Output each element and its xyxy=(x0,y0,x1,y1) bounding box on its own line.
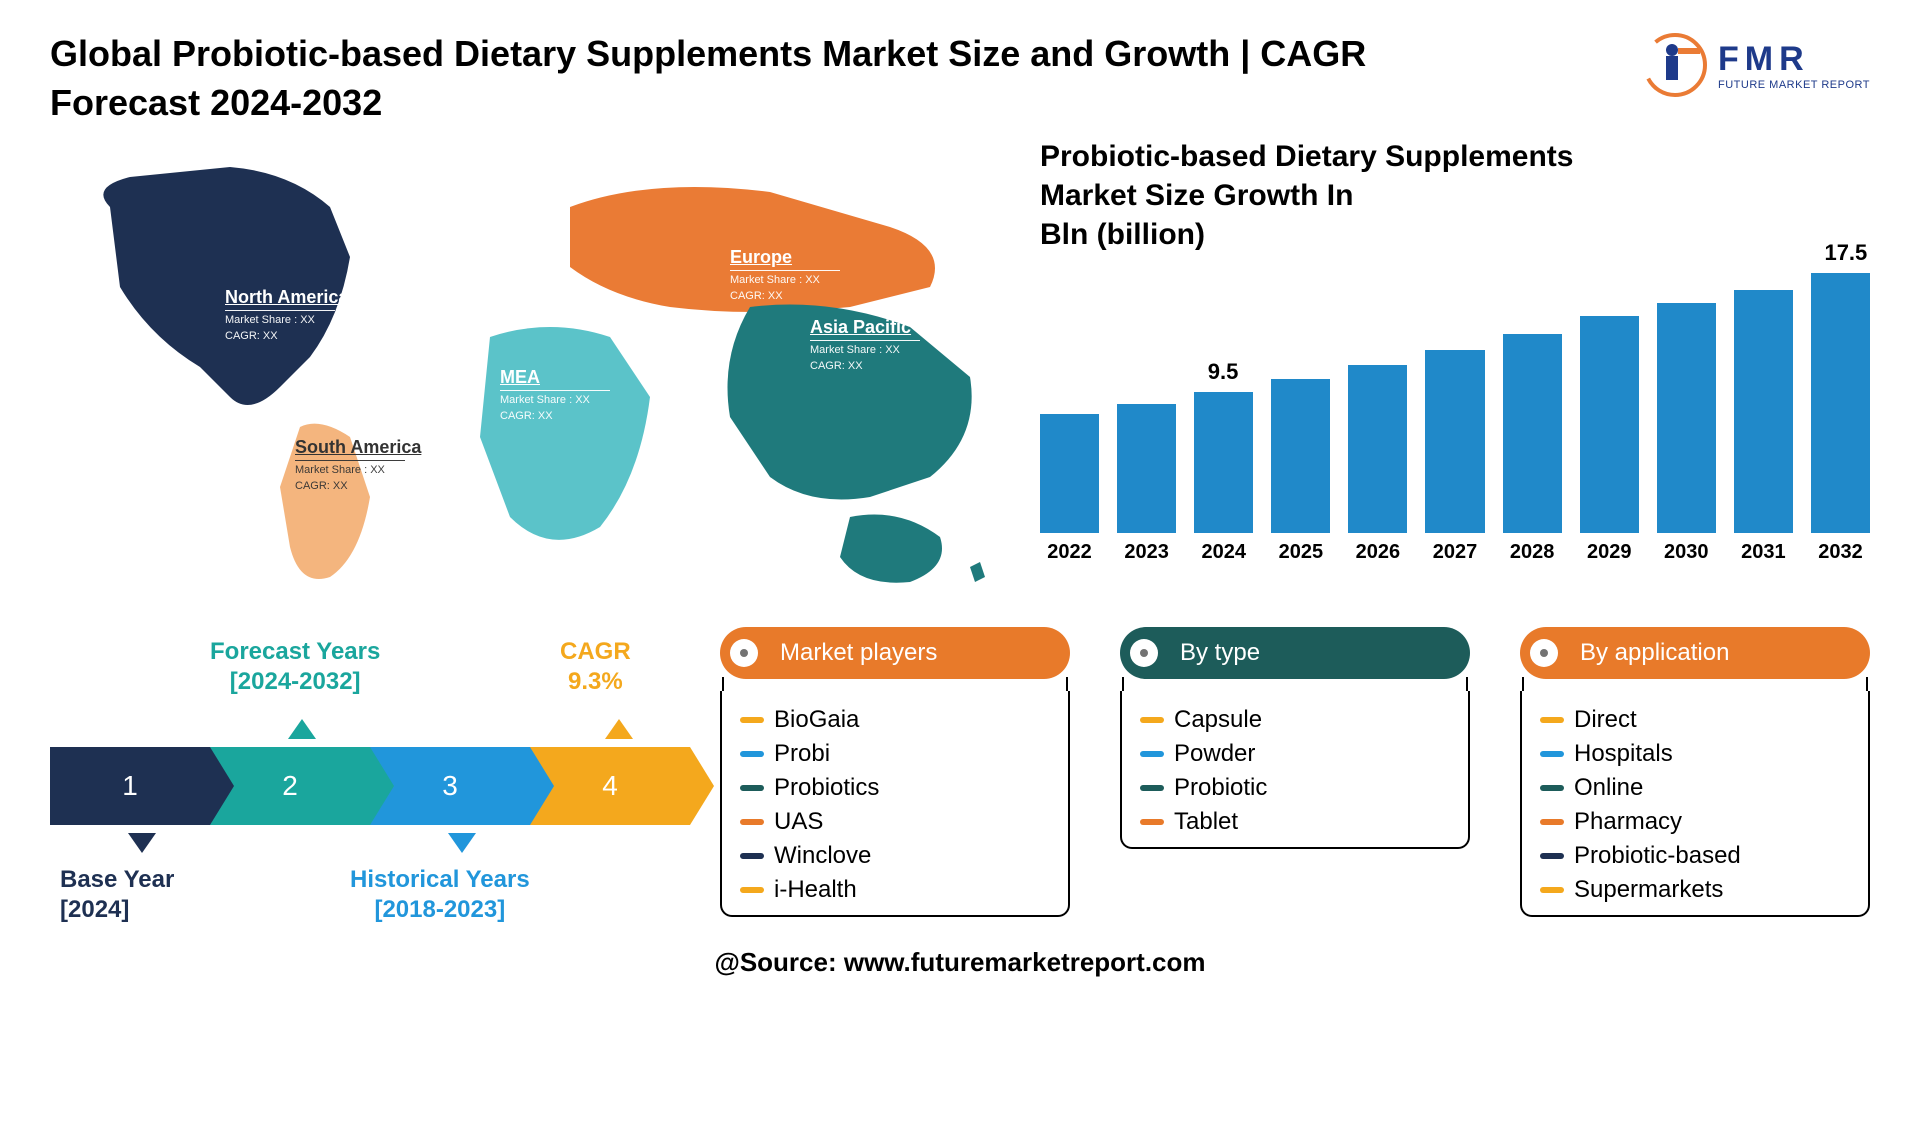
category-item: BioGaia xyxy=(740,703,1050,737)
category-item: Winclove xyxy=(740,839,1050,873)
bar-column: 2025 xyxy=(1271,379,1330,565)
category-item: Powder xyxy=(1140,737,1450,771)
category-bracket: CapsulePowderProbioticTablet xyxy=(1120,691,1470,849)
bar-rect xyxy=(1734,290,1793,534)
category-item: Hospitals xyxy=(1540,737,1850,771)
bar-column: 2032 xyxy=(1811,273,1870,564)
bar-rect xyxy=(1040,414,1099,533)
bar-year-label: 2024 xyxy=(1201,541,1246,564)
bar-year-label: 2028 xyxy=(1510,541,1555,564)
category-pill: Market players xyxy=(720,627,1070,679)
bar-year-label: 2025 xyxy=(1279,541,1324,564)
bar-value-label: 9.5 xyxy=(1208,359,1239,385)
map-region-label: North America Market Share : XXCAGR: XX xyxy=(225,287,348,344)
category-bracket: BioGaiaProbiProbioticsUASWinclovei-Healt… xyxy=(720,691,1070,917)
triangle-up-icon xyxy=(288,719,316,739)
bar-rect xyxy=(1811,273,1870,533)
category-item: Direct xyxy=(1540,703,1850,737)
page-title: Global Probiotic-based Dietary Supplemen… xyxy=(50,30,1450,127)
bar-chart: 2022 2023 2024 2025 2026 2027 2028 2029 … xyxy=(1040,264,1870,564)
category-item: Capsule xyxy=(1140,703,1450,737)
fmr-logo: FMR FUTURE MARKET REPORT xyxy=(1640,30,1870,100)
category-pill: By type xyxy=(1120,627,1470,679)
bar-year-label: 2027 xyxy=(1433,541,1478,564)
historical-years-label: Historical Years [2018-2023] xyxy=(350,865,530,925)
bar-column: 2026 xyxy=(1348,365,1407,564)
triangle-down-icon xyxy=(128,833,156,853)
bar-year-label: 2029 xyxy=(1587,541,1632,564)
map-region-label: South America Market Share : XXCAGR: XX xyxy=(295,437,421,494)
forecast-years-label: Forecast Years [2024-2032] xyxy=(210,637,380,697)
category-column: By application DirectHospitalsOnlinePhar… xyxy=(1520,627,1870,917)
triangle-up-icon xyxy=(605,719,633,739)
map-region-label: Asia Pacific Market Share : XXCAGR: XX xyxy=(810,317,920,374)
bar-rect xyxy=(1580,316,1639,533)
timeline-segment: 2 xyxy=(210,747,370,825)
bar-year-label: 2022 xyxy=(1047,541,1092,564)
bar-year-label: 2023 xyxy=(1124,541,1169,564)
chart-title: Probiotic-based Dietary Supplements Mark… xyxy=(1040,137,1870,254)
timeline-segment: 4 xyxy=(530,747,690,825)
timeline-infographic: Forecast Years [2024-2032] CAGR 9.3% 123… xyxy=(50,627,690,917)
triangle-down-icon xyxy=(448,833,476,853)
bar-column: 2028 xyxy=(1503,334,1562,564)
bar-column: 2031 xyxy=(1734,290,1793,565)
bar-rect xyxy=(1117,404,1176,533)
category-pill: By application xyxy=(1520,627,1870,679)
bar-year-label: 2032 xyxy=(1818,541,1863,564)
category-item: Probiotic-based xyxy=(1540,839,1850,873)
category-column: By type CapsulePowderProbioticTablet xyxy=(1120,627,1470,917)
timeline-segment: 3 xyxy=(370,747,530,825)
category-item: Probiotics xyxy=(740,771,1050,805)
base-year-label: Base Year [2024] xyxy=(60,865,174,925)
bar-year-label: 2026 xyxy=(1356,541,1401,564)
category-item: Probiotic xyxy=(1140,771,1450,805)
bar-column: 2027 xyxy=(1425,350,1484,564)
bar-rect xyxy=(1271,379,1330,534)
bar-rect xyxy=(1425,350,1484,533)
binoculars-person-icon xyxy=(1640,30,1710,100)
bar-column: 2029 xyxy=(1580,316,1639,564)
bar-chart-area: Probiotic-based Dietary Supplements Mark… xyxy=(1040,137,1870,597)
bar-value-label: 17.5 xyxy=(1824,240,1867,266)
category-bracket: DirectHospitalsOnlinePharmacyProbiotic-b… xyxy=(1520,691,1870,917)
source-attribution: @Source: www.futuremarketreport.com xyxy=(0,947,1920,978)
bar-year-label: 2031 xyxy=(1741,541,1786,564)
bar-column: 2022 xyxy=(1040,414,1099,564)
bar-rect xyxy=(1503,334,1562,533)
bar-rect xyxy=(1657,303,1716,533)
logo-sub-text: FUTURE MARKET REPORT xyxy=(1718,79,1870,91)
bar-year-label: 2030 xyxy=(1664,541,1709,564)
bar-rect xyxy=(1194,392,1253,533)
category-item: UAS xyxy=(740,805,1050,839)
category-item: Online xyxy=(1540,771,1850,805)
world-map-infographic: North America Market Share : XXCAGR: XX S… xyxy=(50,137,1010,597)
cagr-label: CAGR 9.3% xyxy=(560,637,631,697)
logo-main-text: FMR xyxy=(1718,40,1870,79)
map-region-label: Europe Market Share : XXCAGR: XX xyxy=(730,247,840,304)
bar-column: 2024 xyxy=(1194,392,1253,564)
map-region-label: MEA Market Share : XXCAGR: XX xyxy=(500,367,610,424)
category-item: i-Health xyxy=(740,873,1050,907)
bar-column: 2030 xyxy=(1657,303,1716,564)
category-item: Probi xyxy=(740,737,1050,771)
category-item: Supermarkets xyxy=(1540,873,1850,907)
category-column: Market players BioGaiaProbiProbioticsUAS… xyxy=(720,627,1070,917)
timeline-segment: 1 xyxy=(50,747,210,825)
bar-column: 2023 xyxy=(1117,404,1176,564)
category-item: Tablet xyxy=(1140,805,1450,839)
bar-rect xyxy=(1348,365,1407,533)
category-item: Pharmacy xyxy=(1540,805,1850,839)
